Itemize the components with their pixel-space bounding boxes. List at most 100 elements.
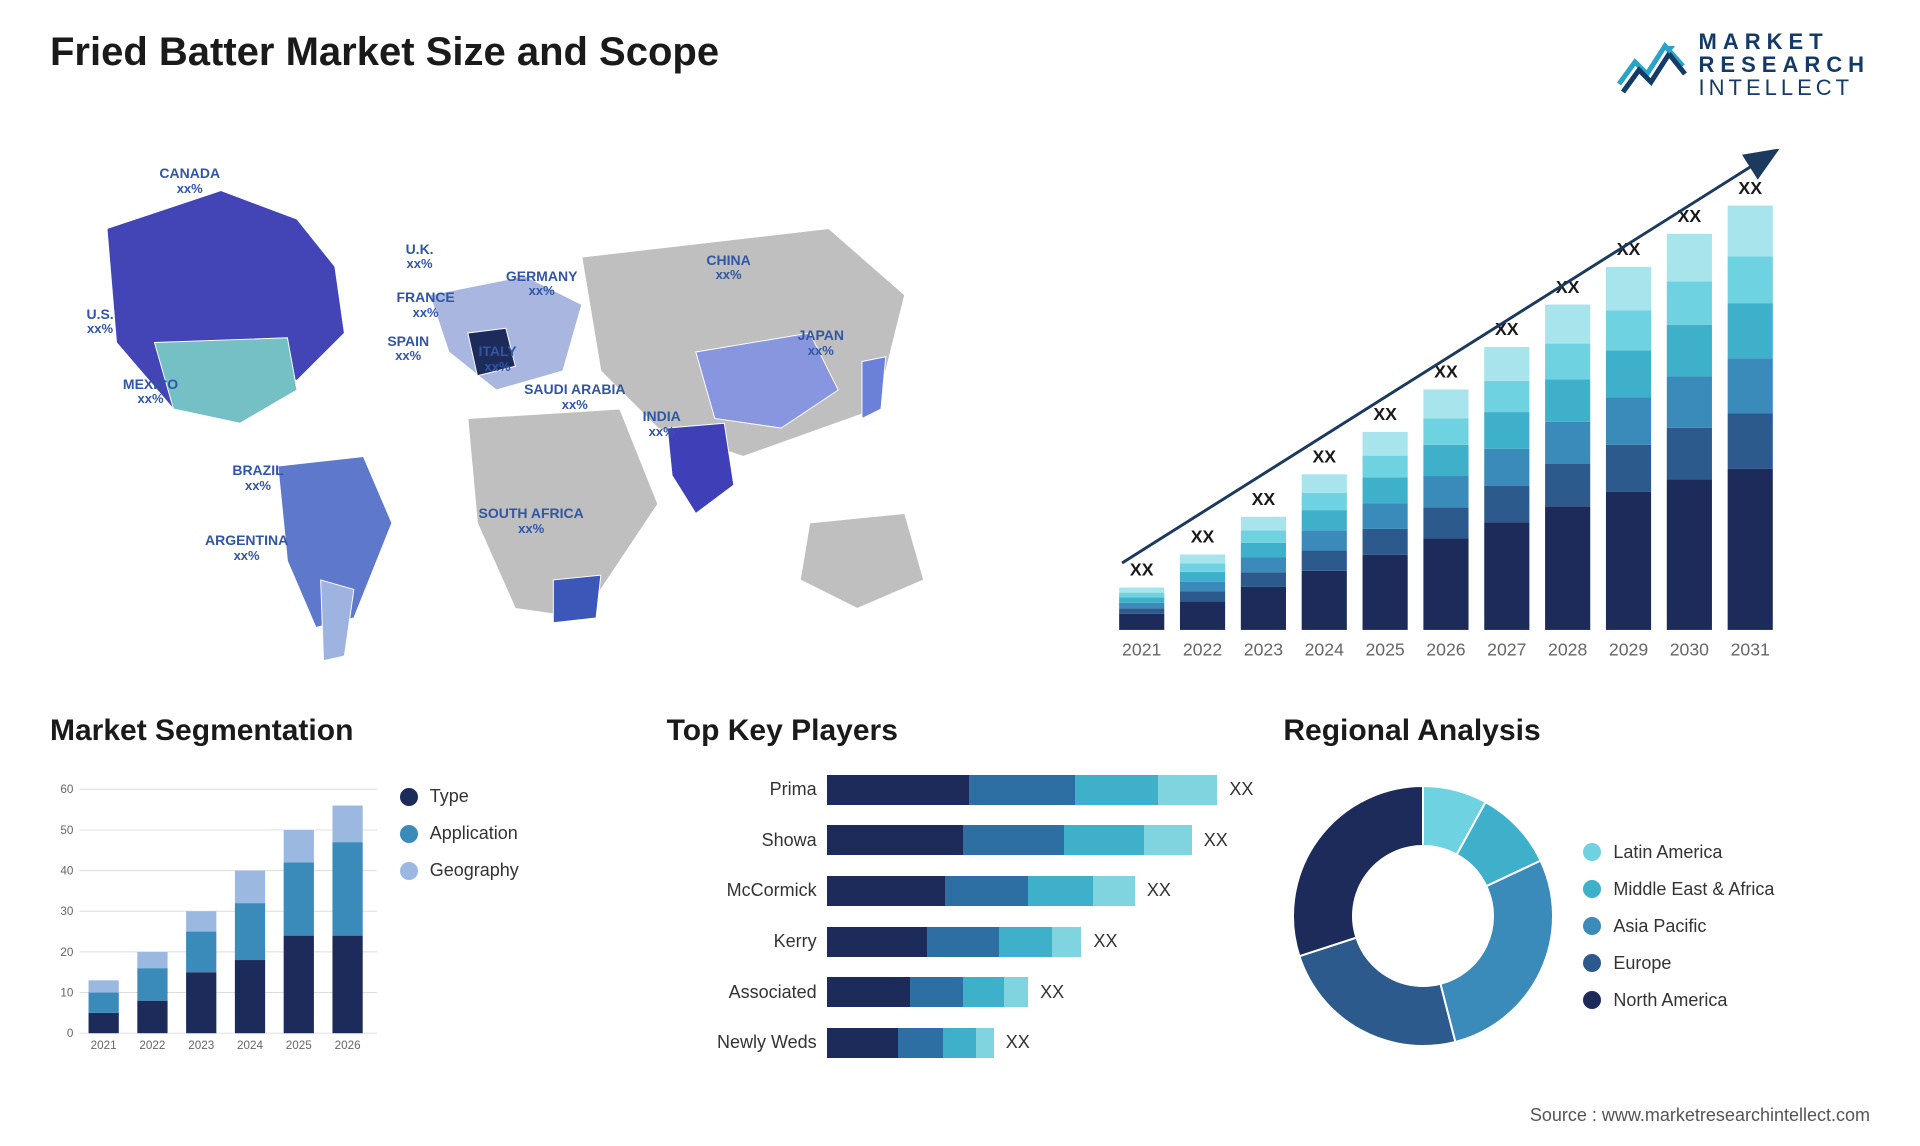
page-title: Fried Batter Market Size and Scope xyxy=(50,30,719,75)
player-bar-segment xyxy=(1075,775,1158,805)
player-bar-row: XX xyxy=(827,871,1254,911)
player-bar-segment xyxy=(1158,775,1217,805)
segmentation-panel: Market Segmentation 01020304050602021202… xyxy=(50,714,637,1094)
regional-title: Regional Analysis xyxy=(1283,714,1870,748)
legend-swatch xyxy=(400,788,418,806)
regional-panel: Regional Analysis Latin America Middle Ea… xyxy=(1283,714,1870,1094)
source-attribution: Source : www.marketresearchintellect.com xyxy=(1530,1105,1870,1126)
svg-text:XX: XX xyxy=(1312,447,1336,467)
svg-text:40: 40 xyxy=(60,865,74,878)
svg-text:2028: 2028 xyxy=(1548,640,1587,660)
player-bar-segment xyxy=(999,927,1052,957)
player-bar-row: XX xyxy=(827,922,1254,962)
player-bar-row: XX xyxy=(827,820,1254,860)
legend-label: Asia Pacific xyxy=(1613,916,1706,937)
player-bar-value: XX xyxy=(1229,779,1253,800)
player-bar-value: XX xyxy=(1093,931,1117,952)
player-bar-segment xyxy=(963,977,1004,1007)
forecast-bar-chart: XXXXXXXXXXXXXXXXXXXXXX 20212022202320242… xyxy=(1002,139,1870,679)
map-label: CHINAxx% xyxy=(706,253,750,283)
player-bar-row: XX xyxy=(827,1023,1254,1063)
player-bar-segment xyxy=(1028,876,1093,906)
player-bar xyxy=(827,825,1192,855)
player-bar-segment xyxy=(976,1028,994,1058)
map-label: GERMANYxx% xyxy=(506,269,578,299)
svg-text:20: 20 xyxy=(60,946,74,959)
player-bar-segment xyxy=(1144,825,1191,855)
player-bar-row: XX xyxy=(827,770,1254,810)
players-title: Top Key Players xyxy=(667,714,1254,748)
player-bar-segment xyxy=(927,927,998,957)
world-map-panel: CANADAxx%U.S.xx%MEXICOxx%BRAZILxx%ARGENT… xyxy=(50,139,962,679)
regional-legend: Latin America Middle East & Africa Asia Pa… xyxy=(1583,822,1870,1011)
svg-text:2021: 2021 xyxy=(1122,640,1161,660)
player-name: Prima xyxy=(770,770,817,810)
svg-text:50: 50 xyxy=(60,824,74,837)
svg-text:XX: XX xyxy=(1738,178,1762,198)
svg-text:30: 30 xyxy=(60,905,74,918)
map-label: ARGENTINAxx% xyxy=(205,533,288,563)
player-bar-segment xyxy=(1052,927,1082,957)
legend-item: Latin America xyxy=(1583,842,1870,863)
legend-item: Type xyxy=(400,786,637,807)
legend-swatch xyxy=(1583,843,1601,861)
svg-text:2024: 2024 xyxy=(237,1039,264,1052)
legend-item: Middle East & Africa xyxy=(1583,879,1870,900)
map-label: JAPANxx% xyxy=(798,328,844,358)
logo-icon xyxy=(1617,34,1687,96)
map-label: INDIAxx% xyxy=(643,409,681,439)
svg-text:2023: 2023 xyxy=(1243,640,1282,660)
player-bar-segment xyxy=(969,775,1076,805)
legend-label: Type xyxy=(430,786,469,807)
player-name: Associated xyxy=(729,972,817,1012)
player-bar-value: XX xyxy=(1204,830,1228,851)
player-name: Showa xyxy=(762,820,817,860)
legend-label: Europe xyxy=(1613,953,1671,974)
legend-label: Geography xyxy=(430,860,519,881)
bottom-row: Market Segmentation 01020304050602021202… xyxy=(50,714,1870,1094)
svg-text:2026: 2026 xyxy=(1426,640,1465,660)
player-bar-segment xyxy=(827,1028,898,1058)
player-bar-segment xyxy=(945,876,1028,906)
player-bar xyxy=(827,775,1218,805)
brand-logo: MARKET RESEARCH INTELLECT xyxy=(1617,30,1870,99)
legend-label: Latin America xyxy=(1613,842,1722,863)
svg-text:0: 0 xyxy=(67,1027,74,1040)
player-bar xyxy=(827,876,1135,906)
legend-swatch xyxy=(1583,880,1601,898)
map-label: U.K.xx% xyxy=(406,242,434,272)
svg-text:2025: 2025 xyxy=(1365,640,1404,660)
player-bar-value: XX xyxy=(1040,982,1064,1003)
svg-text:2022: 2022 xyxy=(1183,640,1222,660)
logo-text: MARKET RESEARCH INTELLECT xyxy=(1699,30,1870,99)
map-label: CANADAxx% xyxy=(159,166,220,196)
legend-swatch xyxy=(400,862,418,880)
world-map xyxy=(50,139,962,679)
legend-swatch xyxy=(1583,991,1601,1009)
map-label: SPAINxx% xyxy=(387,334,429,364)
legend-label: Application xyxy=(430,823,518,844)
segmentation-legend: Type Application Geography xyxy=(400,766,637,1076)
player-bar-row: XX xyxy=(827,972,1254,1012)
legend-item: Asia Pacific xyxy=(1583,916,1870,937)
player-name: Newly Weds xyxy=(717,1023,817,1063)
player-bar-segment xyxy=(827,876,946,906)
legend-item: Application xyxy=(400,823,637,844)
player-bar-segment xyxy=(1004,977,1028,1007)
legend-swatch xyxy=(1583,917,1601,935)
legend-label: Middle East & Africa xyxy=(1613,879,1774,900)
svg-text:2025: 2025 xyxy=(286,1039,313,1052)
svg-text:XX: XX xyxy=(1373,404,1397,424)
player-bar-segment xyxy=(1093,876,1134,906)
players-bars-chart: XX XX XX XX XX XX xyxy=(827,766,1254,1066)
map-label: SAUDI ARABIAxx% xyxy=(524,382,625,412)
player-name: Kerry xyxy=(774,922,817,962)
map-label: SOUTH AFRICAxx% xyxy=(479,506,584,536)
map-label: U.S.xx% xyxy=(86,307,113,337)
legend-item: Europe xyxy=(1583,953,1870,974)
player-bar xyxy=(827,977,1028,1007)
player-bar-segment xyxy=(827,977,910,1007)
legend-item: Geography xyxy=(400,860,637,881)
player-bar xyxy=(827,927,1082,957)
svg-text:2030: 2030 xyxy=(1669,640,1708,660)
